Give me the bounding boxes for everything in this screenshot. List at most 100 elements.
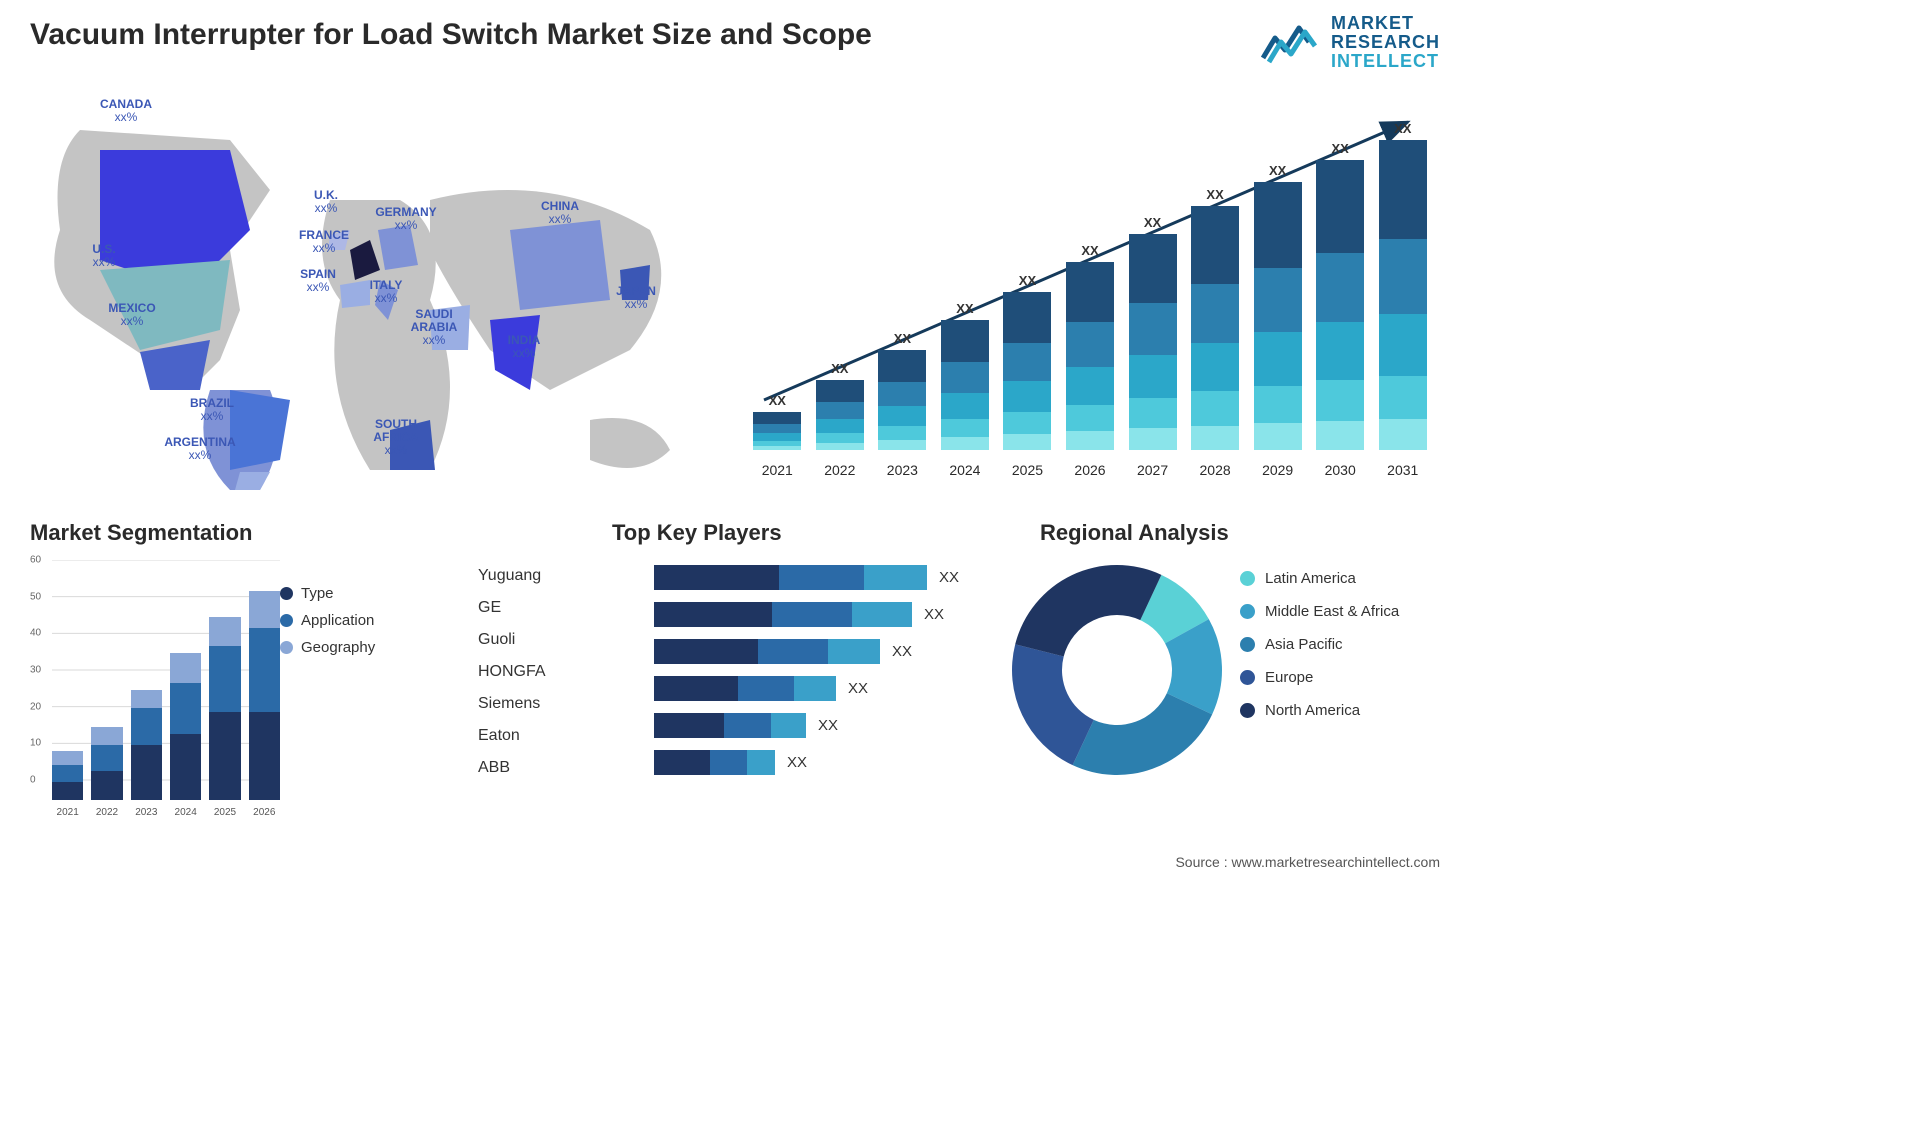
growth-year-label: 2024 (938, 462, 993, 478)
key-players-title: Top Key Players (612, 520, 972, 546)
donut-seg-north-america (1015, 565, 1161, 657)
growth-bar-2027: XX (1125, 215, 1180, 450)
seg-bar-2024 (170, 653, 201, 800)
growth-bar-label: XX (1144, 215, 1161, 230)
player-value-label: XX (848, 680, 868, 697)
map-label-china: CHINAxx% (520, 200, 600, 226)
segmentation-section: Market Segmentation (30, 520, 480, 556)
seg-year-label: 2021 (52, 807, 83, 818)
map-label-japan: JAPANxx% (596, 285, 676, 311)
growth-bar-label: XX (1019, 273, 1036, 288)
growth-year-label: 2026 (1063, 462, 1118, 478)
growth-bar-2023: XX (875, 331, 930, 450)
segmentation-company-list: YuguangGEGuoliHONGFASiemensEatonABB (478, 560, 546, 784)
logo-line1: MARKET (1331, 14, 1440, 33)
player-value-label: XX (892, 643, 912, 660)
company-list-item: HONGFA (478, 656, 546, 688)
growth-bar-label: XX (956, 301, 973, 316)
growth-bar-2026: XX (1063, 243, 1118, 450)
growth-year-label: 2022 (813, 462, 868, 478)
regional-donut-chart (1007, 560, 1227, 780)
player-bar-2: XX (654, 639, 984, 664)
world-map: CANADAxx%U.S.xx%MEXICOxx%BRAZILxx%ARGENT… (30, 90, 710, 490)
segmentation-legend: Type Application Geography (280, 585, 375, 666)
growth-year-label: 2027 (1125, 462, 1180, 478)
regional-legend-asia-pacific: Asia Pacific (1240, 636, 1399, 653)
growth-year-label: 2025 (1000, 462, 1055, 478)
map-label-south-africa: SOUTHAFRICAxx% (356, 418, 436, 458)
logo-line3: INTELLECT (1331, 52, 1440, 71)
growth-bar-label: XX (1332, 141, 1349, 156)
growth-bar-2022: XX (813, 361, 868, 450)
growth-year-label: 2028 (1188, 462, 1243, 478)
seg-bar-2021 (52, 751, 83, 800)
logo-mark-icon (1261, 18, 1321, 66)
regional-legend-europe: Europe (1240, 669, 1399, 686)
growth-year-label: 2021 (750, 462, 805, 478)
growth-bar-2031: XX (1375, 121, 1430, 450)
seg-legend-geography: Geography (280, 639, 375, 656)
map-label-italy: ITALYxx% (346, 279, 426, 305)
seg-legend-type: Type (280, 585, 375, 602)
player-bar-4: XX (654, 713, 984, 738)
growth-bar-2024: XX (938, 301, 993, 450)
map-label-canada: CANADAxx% (86, 98, 166, 124)
player-bar-5: XX (654, 750, 984, 775)
growth-year-label: 2023 (875, 462, 930, 478)
seg-bar-2026 (249, 591, 280, 800)
growth-bar-2021: XX (750, 393, 805, 450)
growth-bar-label: XX (1206, 187, 1223, 202)
growth-bar-label: XX (1269, 163, 1286, 178)
player-value-label: XX (818, 717, 838, 734)
company-list-item: ABB (478, 752, 546, 784)
seg-year-label: 2023 (131, 807, 162, 818)
regional-title: Regional Analysis (1040, 520, 1229, 546)
growth-bar-label: XX (1081, 243, 1098, 258)
player-bar-0: XX (654, 565, 984, 590)
segmentation-title: Market Segmentation (30, 520, 480, 546)
growth-year-label: 2029 (1250, 462, 1305, 478)
player-value-label: XX (787, 754, 807, 771)
regional-section: Regional Analysis (1040, 520, 1229, 556)
segmentation-chart: 0102030405060 202120222023202420252026 (30, 560, 280, 820)
seg-bar-2023 (131, 690, 162, 800)
player-bar-3: XX (654, 676, 984, 701)
seg-year-label: 2025 (209, 807, 240, 818)
map-label-germany: GERMANYxx% (366, 206, 446, 232)
map-label-u-s-: U.S.xx% (64, 243, 144, 269)
brand-logo: MARKET RESEARCH INTELLECT (1261, 14, 1440, 71)
growth-year-label: 2031 (1375, 462, 1430, 478)
player-value-label: XX (924, 606, 944, 623)
logo-line2: RESEARCH (1331, 33, 1440, 52)
player-value-label: XX (939, 569, 959, 586)
seg-bar-2025 (209, 617, 240, 800)
company-list-item: GE (478, 592, 546, 624)
map-label-u-k-: U.K.xx% (286, 189, 366, 215)
page-title: Vacuum Interrupter for Load Switch Marke… (30, 18, 872, 52)
growth-bar-2028: XX (1188, 187, 1243, 450)
seg-year-label: 2026 (249, 807, 280, 818)
seg-year-label: 2024 (170, 807, 201, 818)
regional-legend: Latin America Middle East & Africa Asia Pa… (1240, 570, 1399, 735)
growth-bar-label: XX (769, 393, 786, 408)
company-list-item: Eaton (478, 720, 546, 752)
donut-seg-asia-pacific (1073, 693, 1213, 775)
key-players-chart: XX XX XX XX XX XX (654, 565, 984, 787)
regional-legend-latin-america: Latin America (1240, 570, 1399, 587)
growth-bar-2030: XX (1313, 141, 1368, 450)
regional-legend-middle-east-africa: Middle East & Africa (1240, 603, 1399, 620)
growth-bar-label: XX (1394, 121, 1411, 136)
seg-year-label: 2022 (91, 807, 122, 818)
company-list-item: Siemens (478, 688, 546, 720)
growth-bar-label: XX (831, 361, 848, 376)
regional-legend-north-america: North America (1240, 702, 1399, 719)
source-attribution: Source : www.marketresearchintellect.com (1175, 854, 1440, 870)
seg-legend-application: Application (280, 612, 375, 629)
growth-bar-label: XX (894, 331, 911, 346)
map-label-argentina: ARGENTINAxx% (160, 436, 240, 462)
growth-year-label: 2030 (1313, 462, 1368, 478)
key-players-section: Top Key Players (612, 520, 972, 556)
map-label-france: FRANCExx% (284, 229, 364, 255)
map-label-brazil: BRAZILxx% (172, 397, 252, 423)
company-list-item: Guoli (478, 624, 546, 656)
